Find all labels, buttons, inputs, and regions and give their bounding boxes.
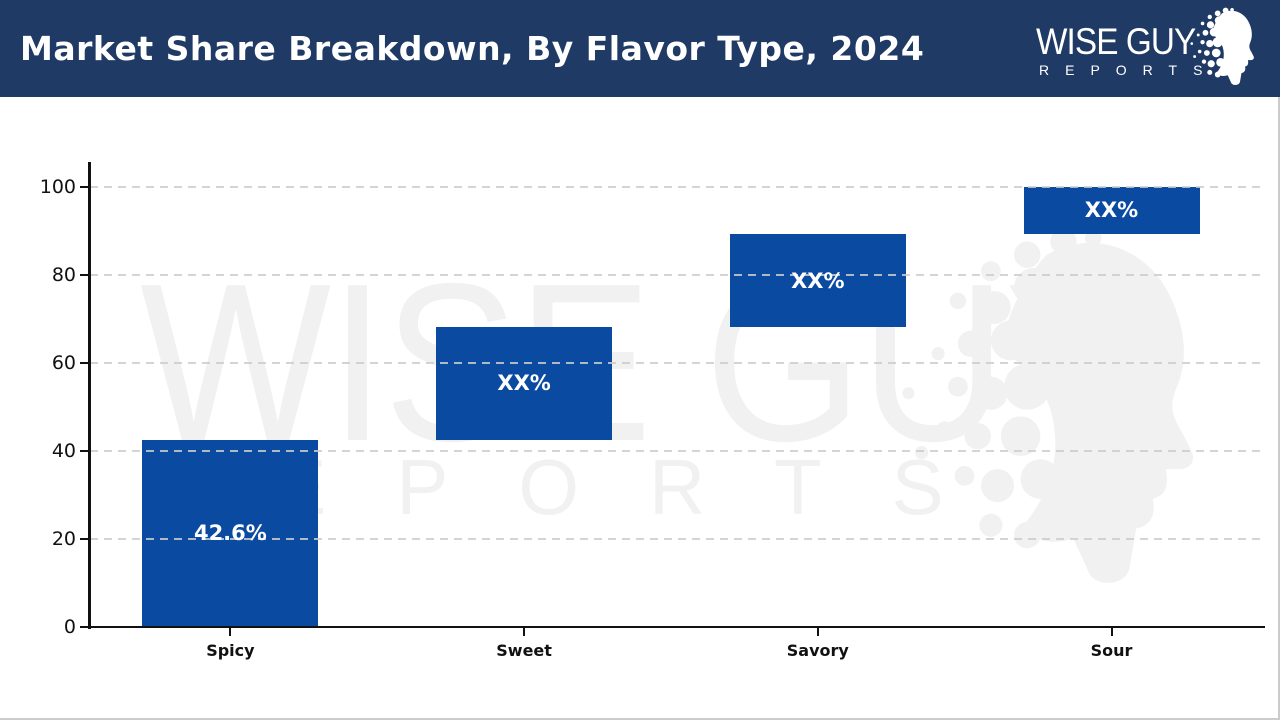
y-axis-spine xyxy=(88,161,91,629)
gridline-100 xyxy=(90,186,1265,188)
chart-title: Market Share Breakdown, By Flavor Type, … xyxy=(20,29,925,68)
bar-value-label-sour: XX% xyxy=(1084,198,1139,223)
y-tick-mark-20 xyxy=(80,538,89,540)
gridline-20 xyxy=(90,538,1265,540)
y-tick-mark-80 xyxy=(80,274,89,276)
bar-spicy xyxy=(142,439,319,627)
gridline-40 xyxy=(90,450,1265,452)
x-tick-mark-sweet xyxy=(523,628,526,636)
dotted-head-icon xyxy=(1190,7,1254,85)
logo-subtext: REPORTS xyxy=(1039,62,1219,78)
bar-sweet xyxy=(436,327,613,440)
bottom-edge-rule xyxy=(0,718,1280,720)
bar-value-label-savory: XX% xyxy=(791,268,845,293)
bar-savory xyxy=(729,233,906,328)
x-tick-mark-sour xyxy=(1110,628,1113,636)
x-tick-label-savory: Savory xyxy=(786,641,849,660)
y-tick-label-0: 0 xyxy=(63,616,76,638)
x-tick-label-spicy: Spicy xyxy=(206,641,255,660)
y-tick-label-20: 20 xyxy=(51,528,76,550)
bar-value-label-spicy: 42.6% xyxy=(193,521,267,546)
x-axis-spine xyxy=(88,625,1265,628)
gridline-60 xyxy=(90,362,1265,364)
x-tick-mark-spicy xyxy=(229,628,232,636)
wise-guy-logo: WISE GUY REPORTS xyxy=(1026,0,1266,97)
bar-value-label-sweet: XX% xyxy=(497,371,551,396)
y-tick-mark-100 xyxy=(80,186,89,188)
x-tick-label-sweet: Sweet xyxy=(496,641,552,660)
right-edge-rule xyxy=(1278,97,1280,720)
y-tick-label-40: 40 xyxy=(51,440,76,462)
header-banner: Market Share Breakdown, By Flavor Type, … xyxy=(0,0,1280,97)
x-tick-mark-savory xyxy=(816,628,819,636)
logo-wordmark: WISE GUY xyxy=(1036,21,1196,62)
y-tick-mark-0 xyxy=(80,626,89,628)
y-tick-label-80: 80 xyxy=(51,264,76,286)
y-tick-mark-40 xyxy=(80,450,89,452)
y-tick-label-60: 60 xyxy=(51,352,76,374)
gridline-80 xyxy=(90,274,1265,276)
bar-sour xyxy=(1023,187,1200,234)
x-tick-label-sour: Sour xyxy=(1090,641,1133,660)
y-tick-mark-60 xyxy=(80,362,89,364)
y-tick-label-100: 100 xyxy=(39,176,76,198)
